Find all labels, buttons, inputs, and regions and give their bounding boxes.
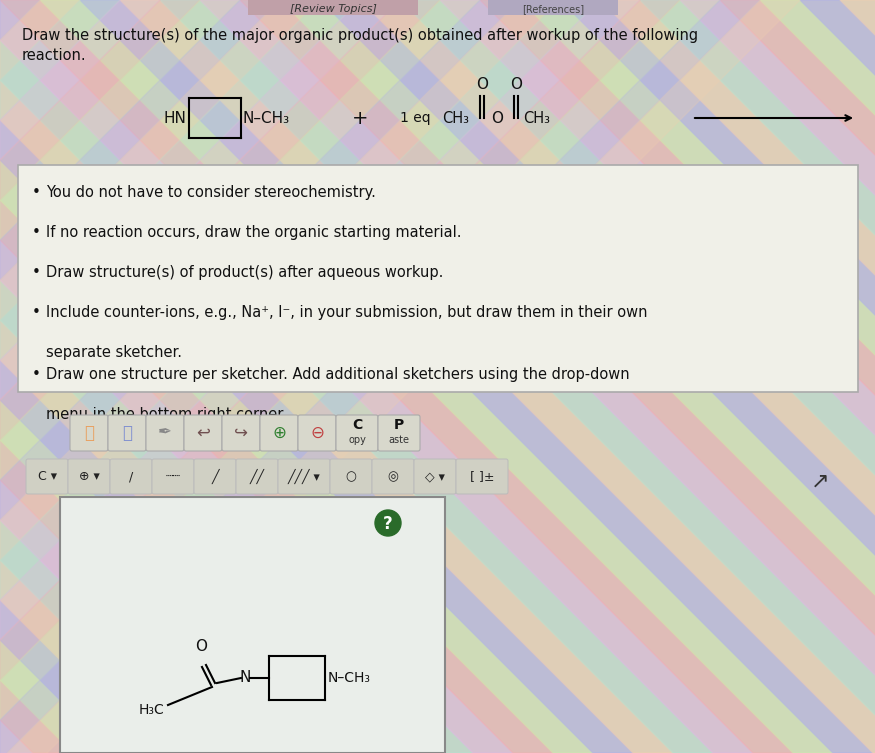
FancyBboxPatch shape: [194, 459, 236, 494]
Polygon shape: [0, 0, 273, 753]
Text: HN: HN: [163, 111, 186, 126]
Polygon shape: [0, 0, 593, 753]
Text: •: •: [32, 185, 41, 200]
Text: /: /: [129, 470, 133, 483]
Text: opy: opy: [348, 435, 366, 445]
Text: CH₃: CH₃: [523, 111, 550, 126]
Text: ◎: ◎: [388, 470, 398, 483]
Polygon shape: [0, 0, 875, 320]
FancyBboxPatch shape: [278, 459, 330, 494]
Text: ?: ?: [383, 515, 393, 533]
Bar: [488, 0, 618, 15]
Polygon shape: [800, 0, 875, 753]
FancyBboxPatch shape: [330, 459, 372, 494]
Polygon shape: [0, 0, 875, 720]
Polygon shape: [80, 0, 873, 753]
Polygon shape: [640, 0, 875, 753]
FancyBboxPatch shape: [146, 415, 184, 451]
Text: ⊕ ▾: ⊕ ▾: [79, 470, 100, 483]
Polygon shape: [0, 0, 753, 753]
Bar: [248, 0, 418, 15]
Text: [ ]±: [ ]±: [470, 470, 494, 483]
FancyBboxPatch shape: [110, 459, 152, 494]
Polygon shape: [0, 0, 153, 753]
Polygon shape: [0, 0, 233, 753]
Polygon shape: [0, 0, 875, 600]
Text: ⊖: ⊖: [310, 424, 324, 442]
Polygon shape: [280, 0, 875, 753]
Polygon shape: [40, 0, 833, 753]
Text: O: O: [195, 639, 207, 654]
Polygon shape: [480, 0, 875, 753]
Polygon shape: [520, 0, 875, 753]
Polygon shape: [0, 0, 875, 640]
Text: O: O: [510, 77, 522, 92]
Polygon shape: [0, 0, 875, 120]
Polygon shape: [0, 0, 875, 360]
Polygon shape: [0, 0, 875, 40]
Polygon shape: [0, 0, 875, 280]
FancyBboxPatch shape: [298, 415, 336, 451]
Polygon shape: [0, 0, 473, 753]
Text: ✒: ✒: [158, 424, 172, 442]
Polygon shape: [200, 0, 875, 753]
Text: If no reaction occurs, draw the organic starting material.: If no reaction occurs, draw the organic …: [46, 225, 461, 240]
FancyBboxPatch shape: [184, 415, 222, 451]
Text: ┈┈: ┈┈: [165, 470, 180, 483]
FancyBboxPatch shape: [70, 415, 108, 451]
FancyBboxPatch shape: [414, 459, 456, 494]
Text: [References]: [References]: [522, 4, 584, 14]
Text: ○: ○: [346, 470, 356, 483]
Polygon shape: [0, 0, 875, 520]
FancyBboxPatch shape: [336, 415, 378, 451]
Text: ✋: ✋: [84, 424, 94, 442]
Polygon shape: [0, 0, 875, 560]
Text: P: P: [394, 418, 404, 432]
Text: +: +: [352, 108, 368, 127]
Polygon shape: [0, 0, 875, 440]
Text: N–CH₃: N–CH₃: [243, 111, 290, 126]
Polygon shape: [0, 0, 513, 753]
Text: ↗: ↗: [811, 472, 829, 492]
Text: C ▾: C ▾: [38, 470, 57, 483]
Polygon shape: [0, 0, 193, 753]
Polygon shape: [0, 0, 875, 480]
Polygon shape: [0, 0, 393, 753]
Text: N: N: [240, 670, 251, 685]
Text: C: C: [352, 418, 362, 432]
Text: [Review Topics]: [Review Topics]: [290, 4, 376, 14]
Polygon shape: [0, 0, 33, 753]
Text: H₃C: H₃C: [139, 703, 164, 717]
Text: Draw one structure per sketcher. Add additional sketchers using the drop-down: Draw one structure per sketcher. Add add…: [46, 367, 630, 382]
FancyBboxPatch shape: [222, 415, 260, 451]
Text: separate sketcher.: separate sketcher.: [46, 345, 182, 360]
Text: •: •: [32, 367, 41, 382]
Polygon shape: [0, 0, 553, 753]
Polygon shape: [560, 0, 875, 753]
Polygon shape: [0, 0, 875, 200]
Polygon shape: [0, 0, 633, 753]
FancyBboxPatch shape: [378, 415, 420, 451]
Text: 1 eq: 1 eq: [400, 111, 430, 125]
Text: ◇ ▾: ◇ ▾: [425, 470, 445, 483]
Text: O: O: [491, 111, 503, 126]
Polygon shape: [440, 0, 875, 753]
Polygon shape: [0, 0, 113, 753]
Text: 🗂: 🗂: [122, 424, 132, 442]
Text: O: O: [476, 77, 488, 92]
Polygon shape: [0, 0, 875, 160]
Text: ↪: ↪: [234, 424, 248, 442]
Polygon shape: [0, 0, 793, 753]
Polygon shape: [0, 0, 433, 753]
Polygon shape: [0, 0, 875, 400]
Polygon shape: [0, 0, 73, 753]
Polygon shape: [0, 0, 353, 753]
Polygon shape: [600, 0, 875, 753]
FancyBboxPatch shape: [236, 459, 278, 494]
Text: ⊕: ⊕: [272, 424, 286, 442]
Polygon shape: [120, 0, 875, 753]
Text: ╱: ╱: [211, 469, 219, 484]
Text: •: •: [32, 225, 41, 240]
FancyBboxPatch shape: [456, 459, 508, 494]
